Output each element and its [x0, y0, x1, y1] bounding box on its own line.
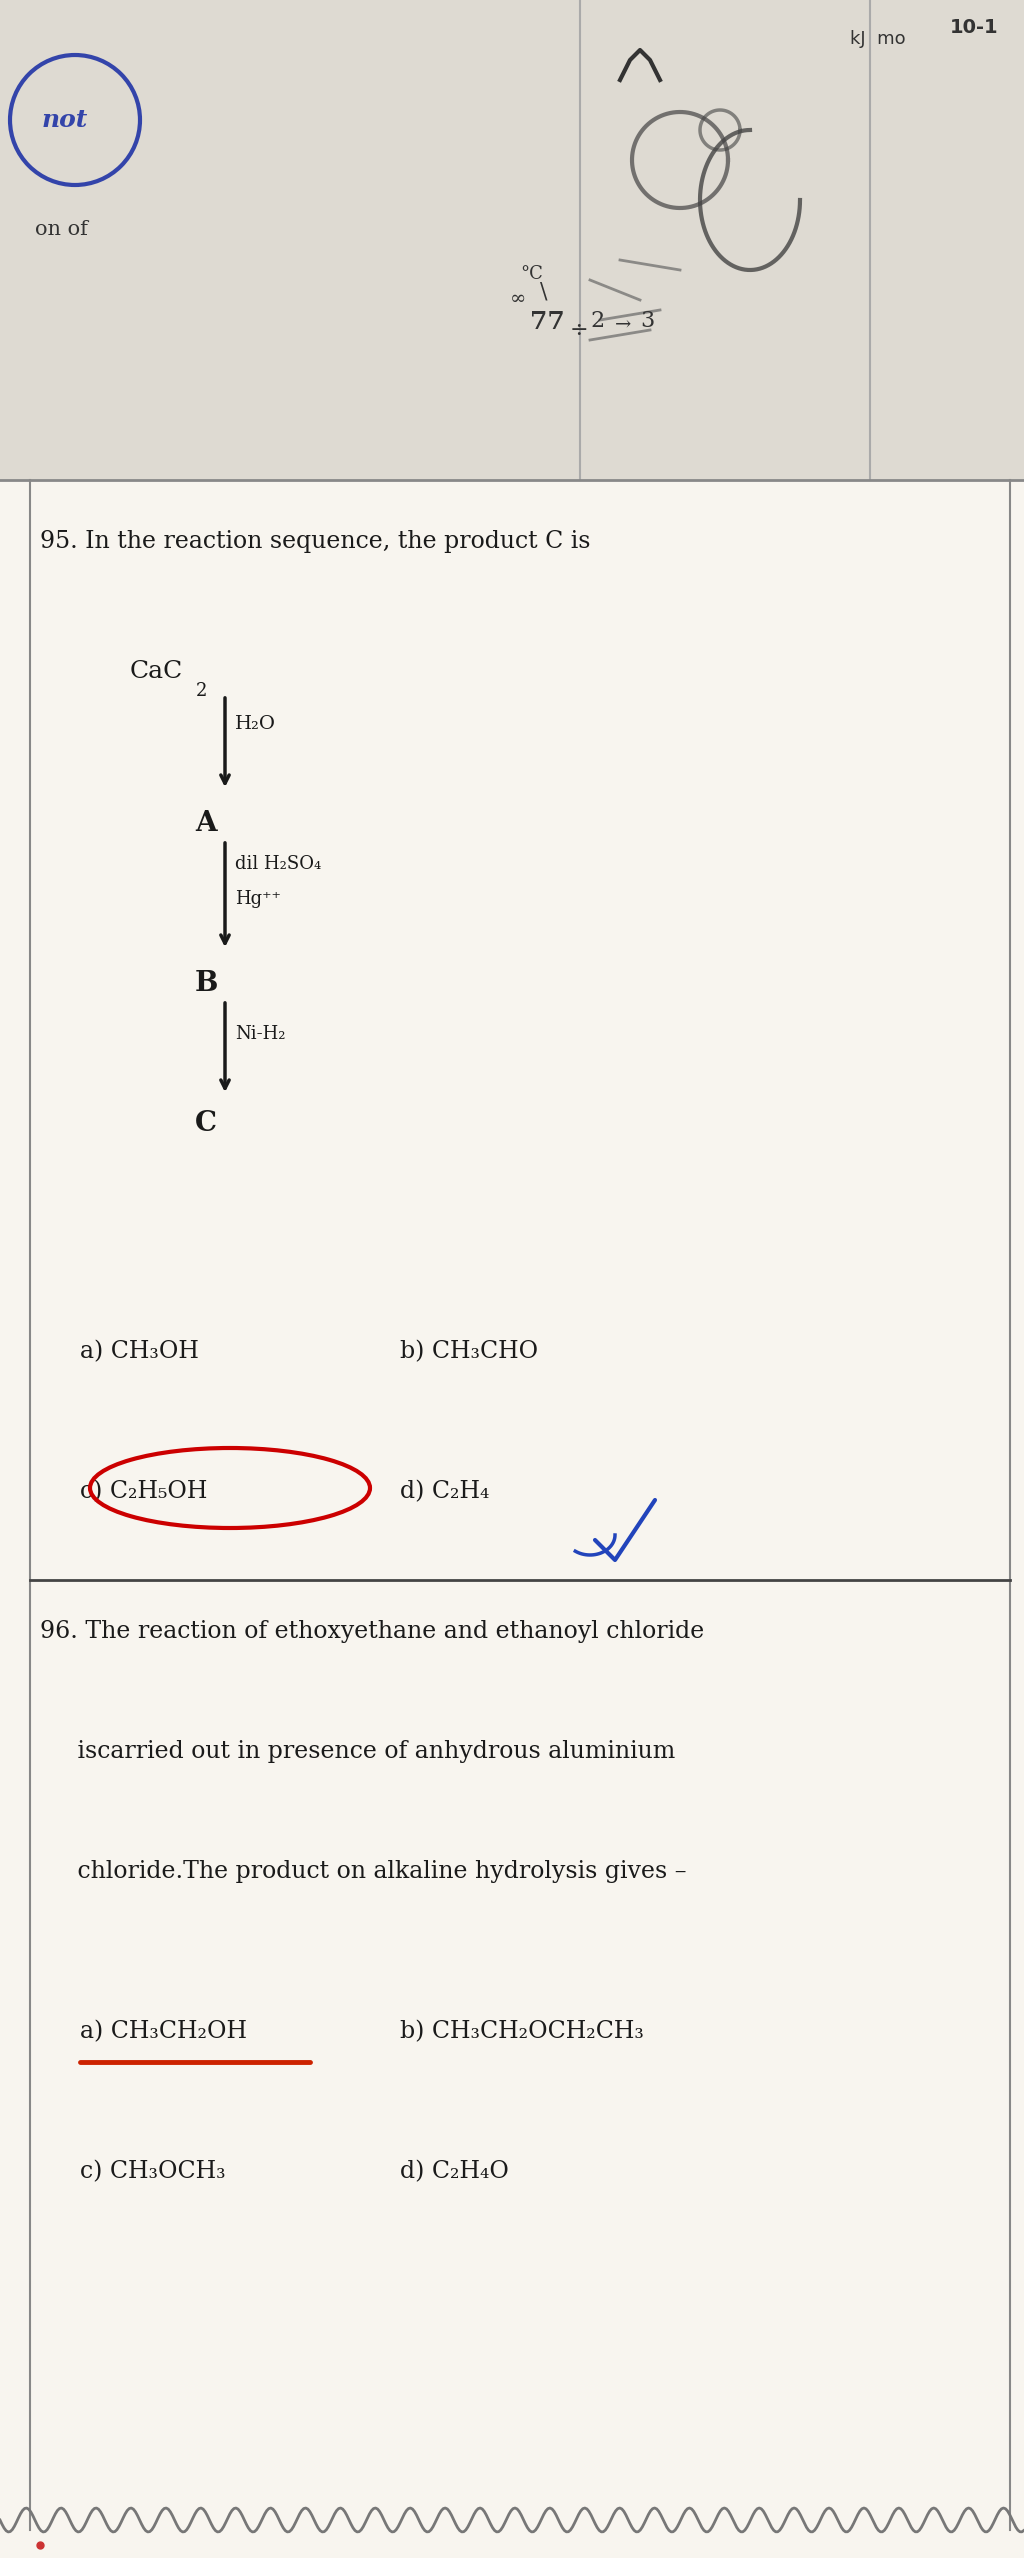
Text: dil H₂SO₄: dil H₂SO₄	[234, 854, 322, 872]
Text: not: not	[42, 107, 88, 133]
Text: 3: 3	[640, 310, 654, 333]
Text: kJ  mo: kJ mo	[850, 31, 905, 49]
Text: CaC: CaC	[130, 660, 183, 683]
Text: Hg⁺⁺: Hg⁺⁺	[234, 890, 281, 908]
Text: H₂O: H₂O	[234, 716, 276, 734]
Text: c) CH₃OCH₃: c) CH₃OCH₃	[80, 2159, 225, 2182]
Text: °C: °C	[520, 266, 543, 284]
Text: A: A	[195, 811, 217, 836]
Text: ÷: ÷	[570, 320, 589, 343]
Text: 96. The reaction of ethoxyethane and ethanoyl chloride: 96. The reaction of ethoxyethane and eth…	[40, 1619, 705, 1642]
Text: 10-1: 10-1	[950, 18, 998, 36]
Text: B: B	[195, 969, 218, 998]
Text: ∞: ∞	[510, 289, 526, 307]
Text: d) C₂H₄: d) C₂H₄	[400, 1481, 489, 1504]
Bar	[0, 481, 1024, 2558]
Text: d) C₂H₄O: d) C₂H₄O	[400, 2159, 509, 2182]
Text: iscarried out in presence of anhydrous aluminium: iscarried out in presence of anhydrous a…	[40, 1739, 675, 1762]
Text: 95. In the reaction sequence, the product C is: 95. In the reaction sequence, the produc…	[40, 530, 591, 553]
Text: a) CH₃CH₂OH: a) CH₃CH₂OH	[80, 2021, 247, 2044]
Text: chloride.The product on alkaline hydrolysis gives –: chloride.The product on alkaline hydroly…	[40, 1860, 686, 1883]
Text: b) CH₃CHO: b) CH₃CHO	[400, 1340, 539, 1363]
Text: Ni-H₂: Ni-H₂	[234, 1026, 286, 1044]
Text: c) C₂H₅OH: c) C₂H₅OH	[80, 1481, 208, 1504]
Bar	[0, 0, 1024, 481]
Text: 2: 2	[196, 683, 208, 701]
Text: \: \	[540, 279, 548, 302]
Text: a) CH₃OH: a) CH₃OH	[80, 1340, 199, 1363]
Text: 77: 77	[530, 310, 565, 335]
Text: b) CH₃CH₂OCH₂CH₃: b) CH₃CH₂OCH₂CH₃	[400, 2021, 644, 2044]
Text: C: C	[195, 1110, 217, 1136]
Text: on of: on of	[35, 220, 88, 238]
Text: 2: 2	[590, 310, 604, 333]
Text: →: →	[615, 315, 632, 333]
